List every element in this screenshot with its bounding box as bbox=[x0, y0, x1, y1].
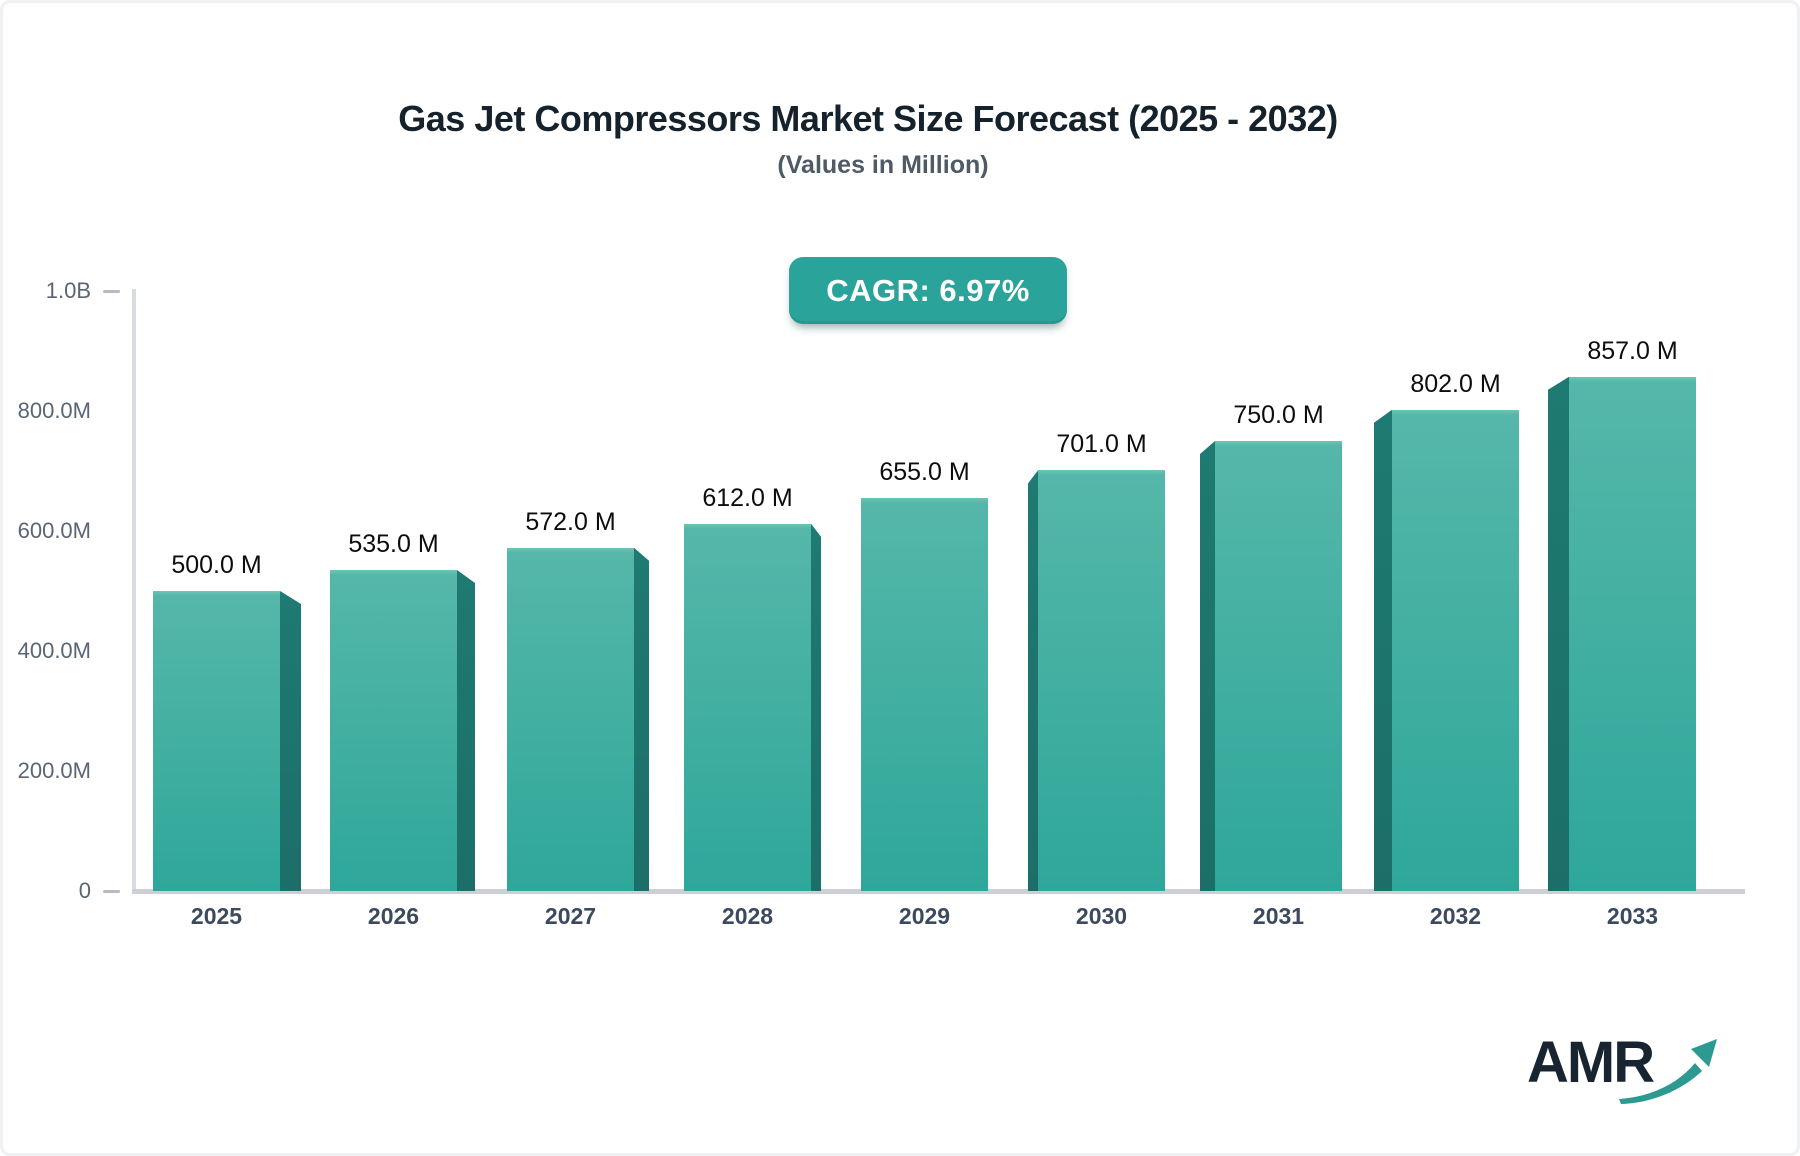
x-axis-year-label: 2026 bbox=[367, 903, 420, 929]
bar-value-label: 500.0 M bbox=[171, 551, 262, 579]
x-axis-year-label: 2027 bbox=[544, 903, 597, 929]
x-axis-year-label: 2030 bbox=[1075, 903, 1128, 929]
chart-subtitle: (Values in Million) bbox=[777, 151, 989, 179]
x-axis-year-label: 2032 bbox=[1429, 903, 1482, 929]
bar-2032 bbox=[1392, 409, 1519, 891]
bar-side-face bbox=[280, 591, 301, 891]
bar-2030 bbox=[1038, 470, 1165, 891]
bar-side-face bbox=[1548, 376, 1569, 891]
bar-2033 bbox=[1569, 376, 1696, 891]
bar-side-face bbox=[1028, 470, 1038, 891]
bar-2029 bbox=[861, 498, 988, 891]
bar-side-face bbox=[811, 523, 821, 891]
x-axis-year-label: 2031 bbox=[1252, 903, 1305, 929]
x-axis-year-label: 2025 bbox=[190, 903, 243, 929]
y-axis-tick-label: 600.0M bbox=[17, 518, 91, 543]
bar-2031 bbox=[1215, 441, 1342, 891]
amr-logo: AMR bbox=[1527, 1033, 1727, 1123]
bar-value-label: 535.0 M bbox=[348, 530, 439, 558]
bar-value-label: 802.0 M bbox=[1410, 369, 1501, 398]
bar-side-face bbox=[1200, 441, 1215, 891]
y-axis-tick-label: 800.0M bbox=[17, 398, 91, 423]
y-axis-tick-label: 400.0M bbox=[17, 638, 91, 663]
bar-value-label: 857.0 M bbox=[1587, 336, 1678, 365]
x-axis-baseline bbox=[132, 889, 1745, 894]
y-axis-tick-mark bbox=[103, 890, 120, 893]
y-axis-tick-mark bbox=[103, 290, 120, 293]
y-axis-tick-label: 200.0M bbox=[17, 758, 91, 783]
trend-up-arrow-icon bbox=[1619, 1039, 1717, 1104]
bar-2025 bbox=[153, 591, 280, 891]
x-axis-year-label: 2029 bbox=[898, 903, 951, 929]
chart-title: Gas Jet Compressors Market Size Forecast… bbox=[398, 98, 1338, 139]
bar-value-label: 701.0 M bbox=[1056, 430, 1147, 459]
x-axis-year-label: 2033 bbox=[1606, 903, 1659, 929]
cagr-badge: CAGR: 6.97% bbox=[789, 257, 1067, 324]
bar-value-label: 612.0 M bbox=[702, 483, 793, 512]
bar-2027 bbox=[507, 547, 634, 891]
bar-side-face bbox=[1374, 409, 1392, 891]
bar-side-face bbox=[634, 547, 649, 891]
bar-value-label: 750.0 M bbox=[1233, 401, 1324, 429]
bar-value-label: 572.0 M bbox=[525, 507, 616, 536]
bar-2028 bbox=[684, 523, 811, 891]
amr-logo-text: AMR bbox=[1527, 1030, 1655, 1095]
y-axis-tick-label: 0 bbox=[78, 878, 91, 903]
bar-2026 bbox=[330, 570, 457, 891]
y-axis-tick-label: 1.0B bbox=[45, 278, 91, 303]
bar-side-face bbox=[457, 570, 475, 891]
x-axis-year-label: 2028 bbox=[721, 903, 774, 929]
bar-value-label: 655.0 M bbox=[879, 458, 970, 486]
y-axis-line bbox=[132, 289, 136, 893]
